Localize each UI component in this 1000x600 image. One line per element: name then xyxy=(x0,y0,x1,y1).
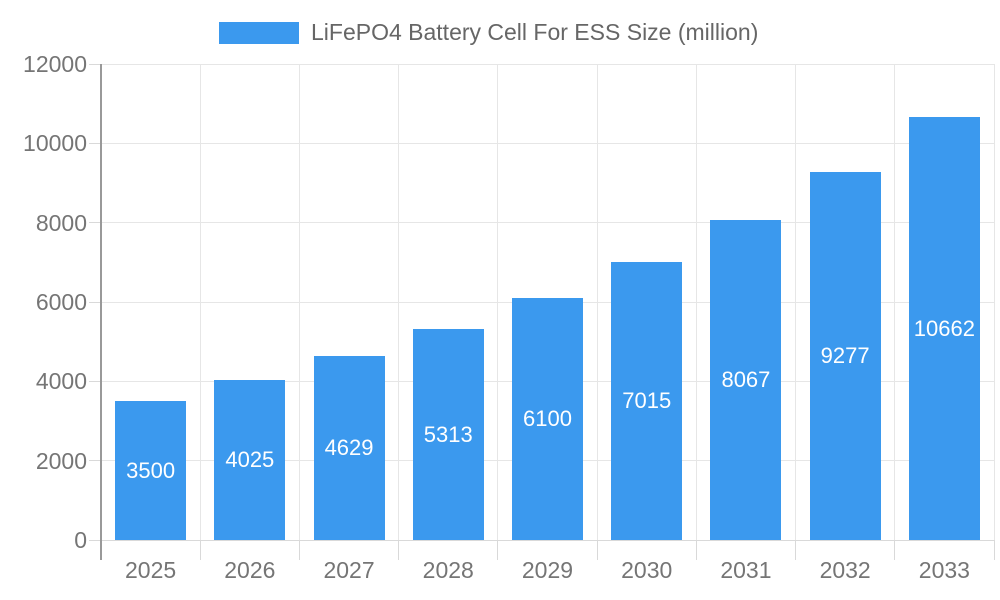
y-tick-label: 10000 xyxy=(23,130,87,157)
y-axis-tick xyxy=(89,380,101,382)
legend-item[interactable]: LiFePO4 Battery Cell For ESS Size (milli… xyxy=(219,21,758,44)
y-axis-tick xyxy=(89,222,101,224)
x-tick-label: 2027 xyxy=(323,557,375,583)
y-tick-label: 2000 xyxy=(35,447,87,474)
y-tick-label: 12000 xyxy=(23,51,87,77)
y-axis-tick xyxy=(89,142,101,144)
v-gridline xyxy=(298,64,300,540)
v-gridline xyxy=(398,64,400,540)
bar[interactable]: 5313 xyxy=(412,329,484,540)
h-gridline xyxy=(101,142,994,144)
bar[interactable]: 7015 xyxy=(611,261,683,540)
v-gridline xyxy=(596,64,598,540)
bar[interactable]: 4025 xyxy=(214,380,286,540)
y-tick-label: 8000 xyxy=(35,209,87,236)
v-gridline xyxy=(497,64,499,540)
bar-value-label: 10662 xyxy=(913,315,975,341)
v-gridline xyxy=(695,64,697,540)
x-tick-label: 2029 xyxy=(521,557,574,583)
y-tick-label: 4000 xyxy=(35,368,87,395)
h-gridline xyxy=(101,63,994,65)
x-axis-tick xyxy=(894,540,896,560)
x-tick-label: 2025 xyxy=(125,557,177,583)
bar-value-label: 4629 xyxy=(324,435,374,461)
x-tick-label: 2030 xyxy=(621,557,673,583)
legend-swatch-icon xyxy=(219,21,299,44)
y-axis-tick xyxy=(89,539,101,541)
x-tick-label: 2026 xyxy=(224,557,276,583)
x-axis-tick xyxy=(795,540,797,560)
bar-value-label: 9277 xyxy=(820,342,870,368)
x-axis-tick xyxy=(695,540,697,560)
y-axis-line xyxy=(100,64,102,560)
bar-value-label: 4025 xyxy=(225,447,275,473)
x-axis-tick xyxy=(298,540,300,560)
bar-value-label: 3500 xyxy=(126,457,176,483)
bar-value-label: 5313 xyxy=(423,421,473,447)
x-tick-label: 2031 xyxy=(720,557,772,583)
x-tick-label: 2032 xyxy=(819,557,871,583)
bar[interactable]: 3500 xyxy=(115,401,187,540)
y-tick-label: 0 xyxy=(74,527,87,553)
bar-value-label: 7015 xyxy=(622,387,672,413)
x-tick-label: 2028 xyxy=(422,557,474,583)
bar-value-label: 6100 xyxy=(523,406,572,431)
y-tick-label: 6000 xyxy=(35,289,87,315)
x-axis-tick xyxy=(596,540,598,560)
x-tick-label: 2033 xyxy=(918,557,970,583)
bar-value-label: 8067 xyxy=(721,366,771,392)
x-axis-tick xyxy=(398,540,400,560)
y-axis-tick xyxy=(89,301,101,303)
legend-label: LiFePO4 Battery Cell For ESS Size (milli… xyxy=(311,19,759,45)
h-gridline xyxy=(101,222,994,224)
h-gridline xyxy=(101,539,994,541)
x-axis-tick xyxy=(199,540,201,560)
x-axis-tick xyxy=(993,540,995,560)
bar[interactable]: 10662 xyxy=(908,117,980,540)
v-gridline xyxy=(993,64,995,540)
bar[interactable]: 6100 xyxy=(512,298,583,540)
bar[interactable]: 4629 xyxy=(313,356,385,540)
v-gridline xyxy=(795,64,797,540)
v-gridline xyxy=(199,64,201,540)
bar[interactable]: 9277 xyxy=(809,172,881,540)
x-axis-tick xyxy=(497,540,499,560)
y-axis-tick xyxy=(89,460,101,462)
v-gridline xyxy=(894,64,896,540)
y-axis-tick xyxy=(89,63,101,65)
bar[interactable]: 8067 xyxy=(710,220,782,540)
